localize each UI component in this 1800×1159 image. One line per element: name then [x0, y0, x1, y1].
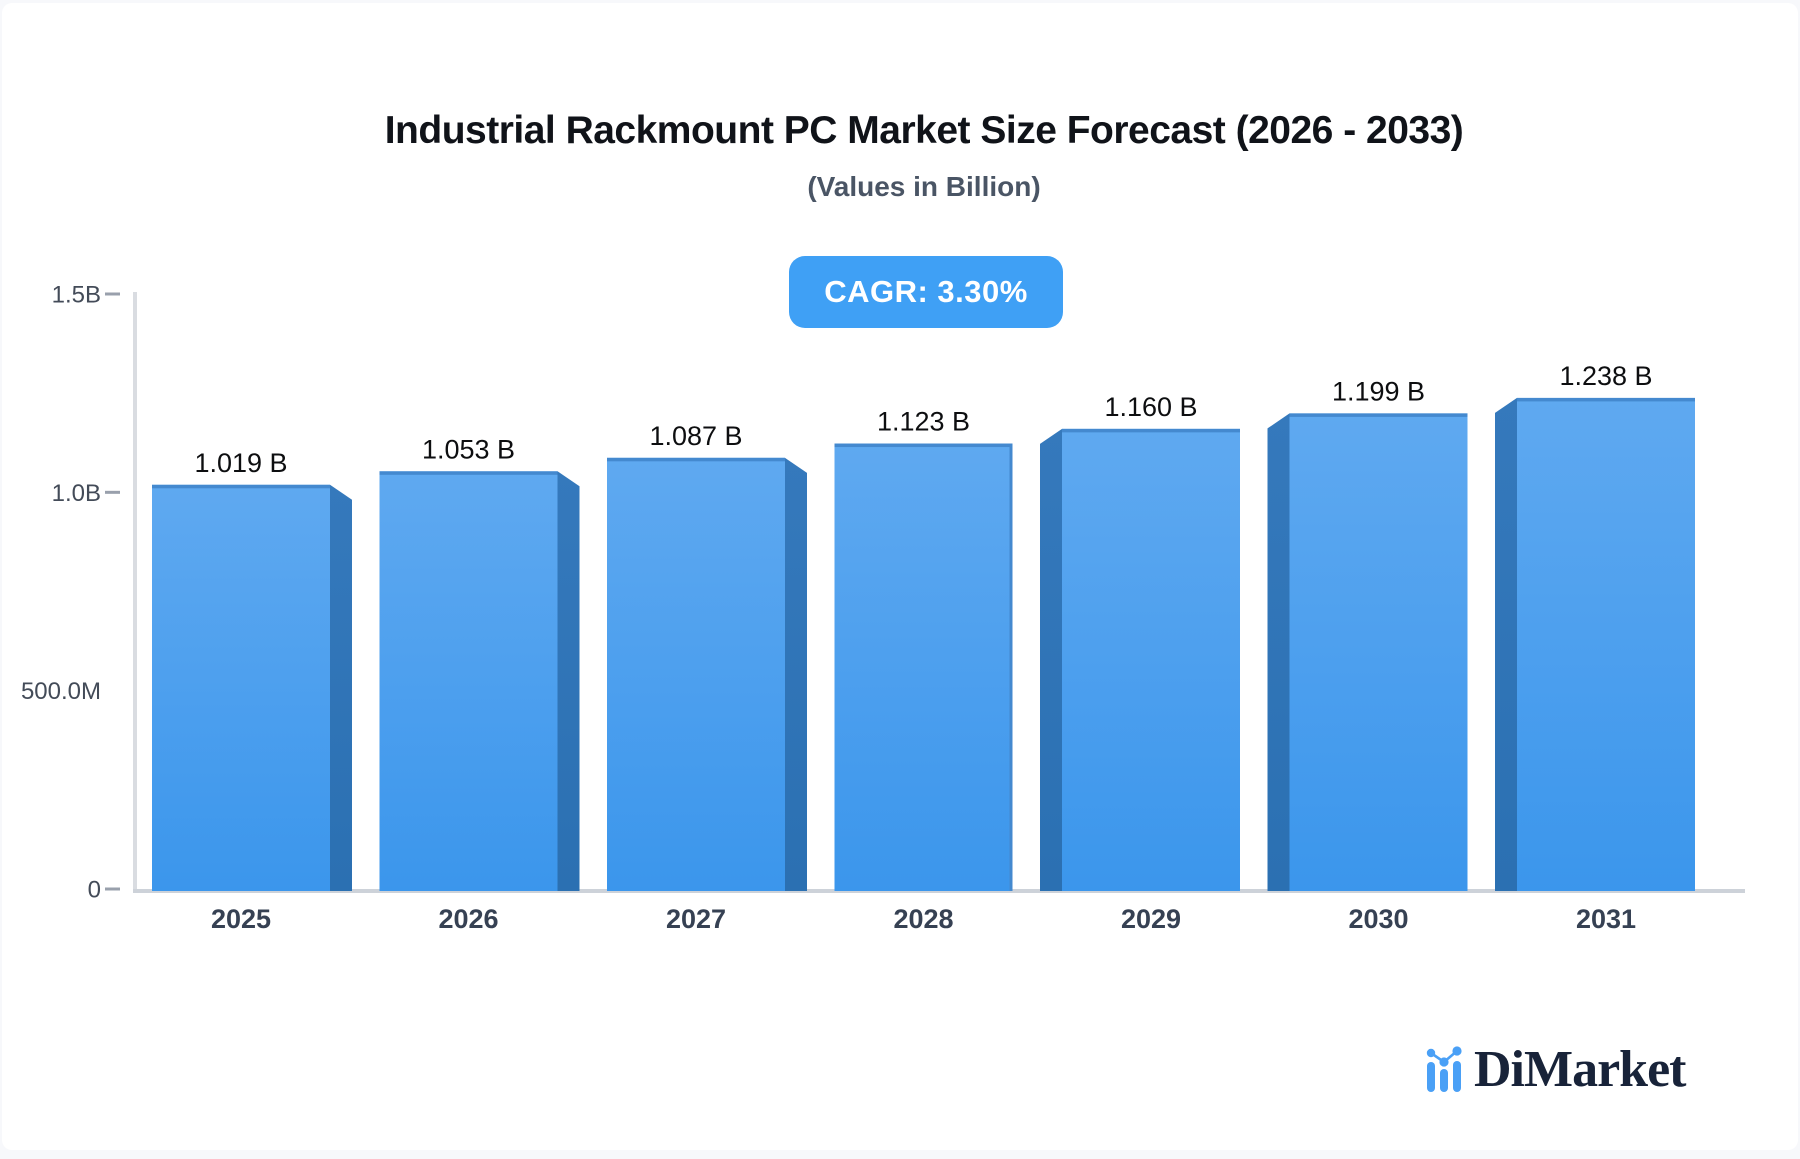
- bar-side-face: [1040, 429, 1062, 891]
- bar-value-label: 1.160 B: [1104, 392, 1197, 422]
- bar-side-face: [785, 458, 807, 891]
- bar-top-edge: [1290, 413, 1468, 417]
- bar-front-face: [1290, 413, 1468, 891]
- bar-top-edge: [1062, 429, 1240, 433]
- bar-2026[interactable]: [380, 471, 580, 891]
- bar-2031[interactable]: [1495, 398, 1695, 891]
- x-category-label: 2029: [1121, 904, 1181, 934]
- bar-value-label: 1.123 B: [877, 407, 970, 437]
- chart-card: Industrial Rackmount PC Market Size Fore…: [2, 3, 1798, 1150]
- bars-layer: [152, 398, 1695, 891]
- y-tick-mark: [105, 888, 120, 891]
- bar-value-label: 1.087 B: [649, 421, 742, 451]
- bar-chart: 1.5B 1.0B 500.0M 0 1.019 B 2025 1.053 B 2026 1.…: [2, 3, 1800, 1159]
- bar-2025[interactable]: [152, 485, 352, 891]
- y-tick-label: 0: [88, 877, 101, 904]
- bar-right-edge: [1010, 444, 1013, 891]
- x-category-label: 2025: [211, 904, 271, 934]
- bar-value-label: 1.238 B: [1559, 361, 1652, 391]
- x-category-label: 2028: [893, 904, 953, 934]
- bar-2028[interactable]: [835, 444, 1013, 891]
- bar-front-face: [1517, 398, 1695, 891]
- bar-front-face: [380, 471, 558, 891]
- bar-top-edge: [1517, 398, 1695, 402]
- bar-side-face: [1268, 413, 1290, 891]
- y-tick-label: 1.0B: [52, 480, 101, 507]
- brand-name: DiMarket: [1474, 1044, 1685, 1096]
- bar-top-edge: [607, 458, 785, 462]
- y-tick-mark: [105, 292, 120, 295]
- mini-bar-chart-icon: [1424, 1046, 1464, 1094]
- x-category-label: 2030: [1348, 904, 1408, 934]
- bar-2027[interactable]: [607, 458, 807, 891]
- bar-top-edge: [380, 471, 558, 475]
- brand-logo: DiMarket: [1424, 1037, 1685, 1103]
- x-category-label: 2031: [1576, 904, 1636, 934]
- bar-front-face: [835, 444, 1013, 891]
- bar-front-face: [607, 458, 785, 891]
- bar-side-face: [330, 485, 352, 891]
- bar-front-face: [1062, 429, 1240, 891]
- y-tick-label: 1.5B: [52, 281, 101, 308]
- bar-2029[interactable]: [1040, 429, 1240, 891]
- y-tick-label: 500.0M: [21, 678, 101, 705]
- bar-side-face: [558, 471, 580, 891]
- x-category-label: 2027: [666, 904, 726, 934]
- y-axis-line: [133, 292, 137, 893]
- bar-side-face: [1495, 398, 1517, 891]
- y-tick-mark: [105, 491, 120, 494]
- bar-top-edge: [835, 444, 1013, 448]
- bar-top-edge: [152, 485, 330, 489]
- bar-front-face: [152, 485, 330, 891]
- bar-value-label: 1.053 B: [422, 434, 515, 464]
- bar-value-label: 1.019 B: [194, 448, 287, 478]
- bar-value-label: 1.199 B: [1332, 376, 1425, 406]
- bar-2030[interactable]: [1268, 413, 1468, 891]
- x-category-label: 2026: [438, 904, 498, 934]
